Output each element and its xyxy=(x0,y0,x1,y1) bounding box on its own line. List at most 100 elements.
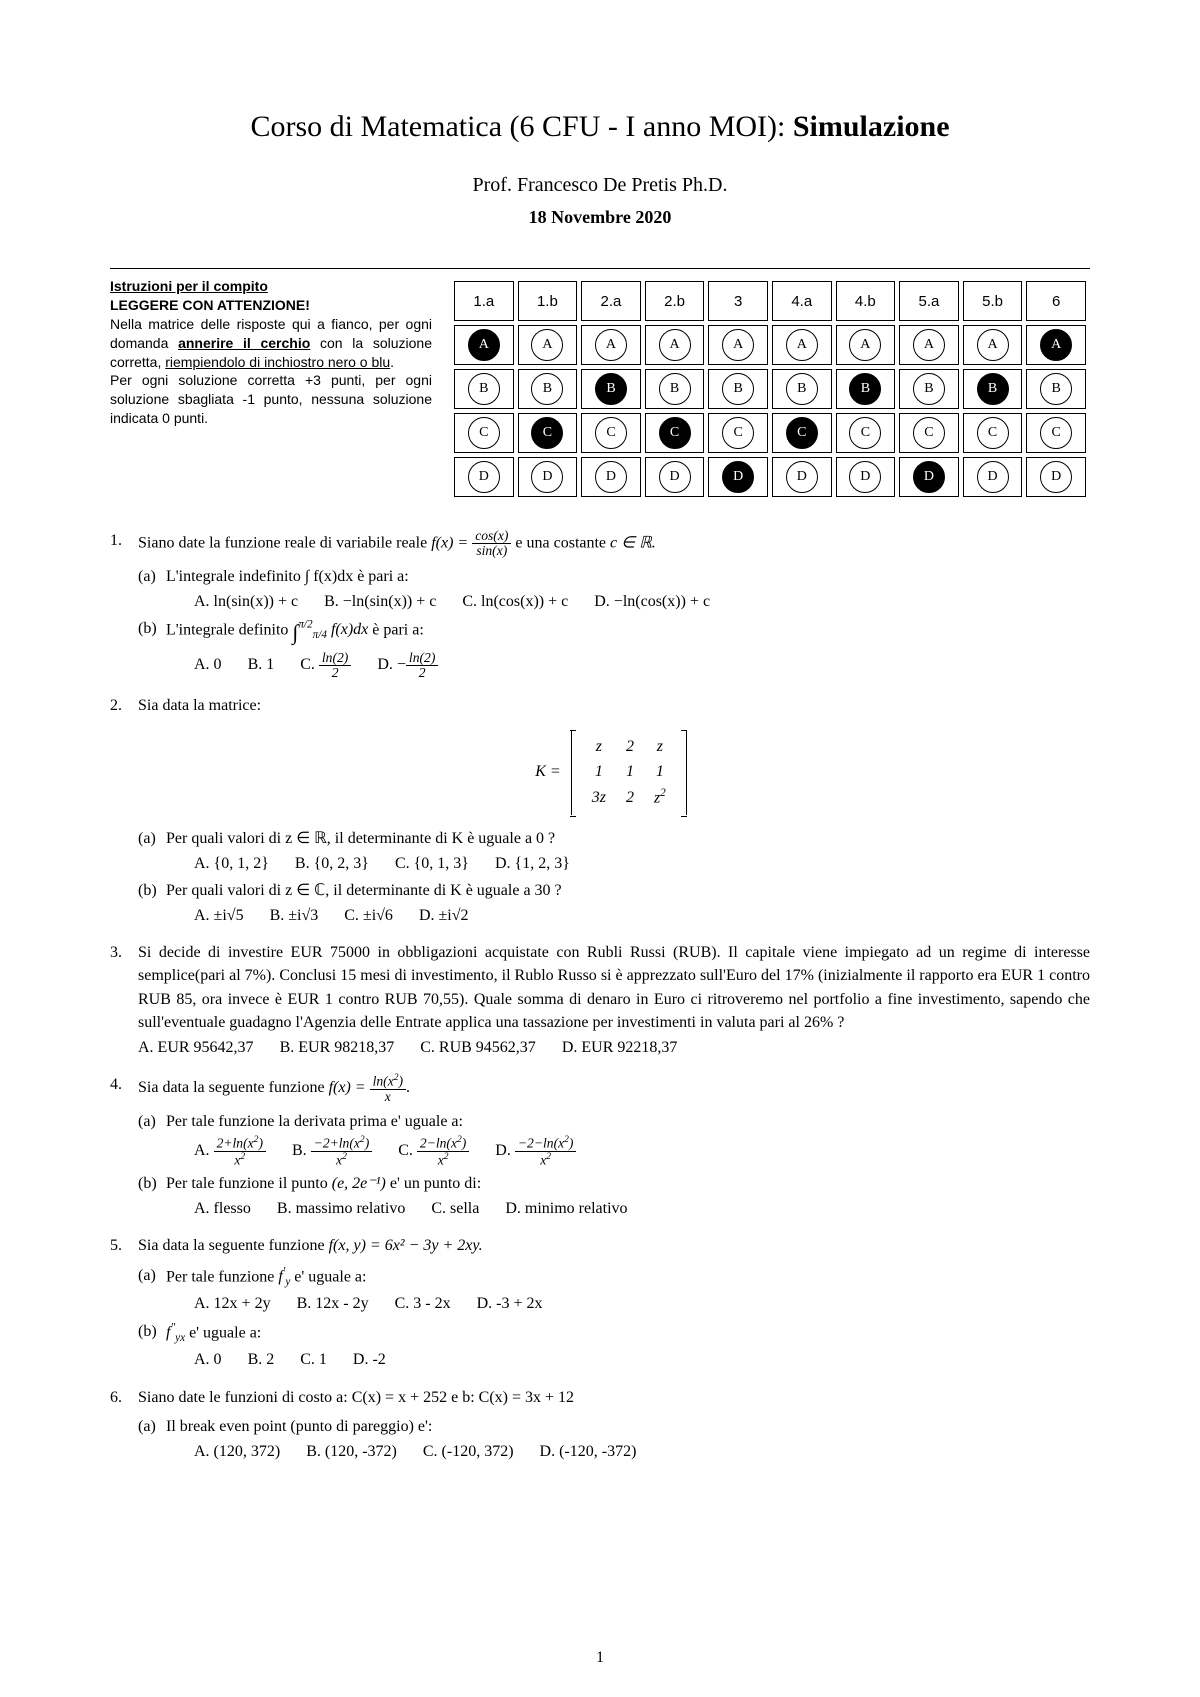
instr-body-b: annerire il cerchio xyxy=(178,335,310,351)
grid-cell: A xyxy=(645,325,705,365)
grid-cell: C xyxy=(1026,413,1086,453)
q4b-opt-a: A. flesso xyxy=(194,1200,251,1217)
grid-col-header: 4.a xyxy=(772,281,832,321)
answer-circle-filled: A xyxy=(468,329,500,361)
answer-circle: D xyxy=(977,461,1009,493)
questions-list: Siano date la funzione reale di variabil… xyxy=(110,529,1090,1463)
q2a-opt-b: B. {0, 2, 3} xyxy=(295,855,369,872)
question-4: Sia data la seguente funzione f(x) = ln(… xyxy=(110,1073,1090,1220)
q5a-sym: f′y xyxy=(278,1268,290,1285)
answer-circle: B xyxy=(659,373,691,405)
answer-grid-wrap: 1.a1.b2.a2.b34.a4.b5.a5.b6 AAAAAAAAAABBB… xyxy=(450,277,1090,501)
q1a-opt-d: D. −ln(cos(x)) + c xyxy=(594,593,710,610)
answer-circle: C xyxy=(595,417,627,449)
q6a-opt-a: A. (120, 372) xyxy=(194,1443,280,1460)
q4a-opt-b: B. −2+ln(x2)x2 xyxy=(292,1142,372,1159)
q6a-opt-d: D. (-120, -372) xyxy=(540,1443,637,1460)
grid-cell: B xyxy=(772,369,832,409)
q1a-opt-a: A. ln(sin(x)) + c xyxy=(194,593,298,610)
grid-col-header: 1.b xyxy=(518,281,578,321)
grid-cell: C xyxy=(518,413,578,453)
grid-cell: D xyxy=(581,457,641,497)
grid-cell: A xyxy=(836,325,896,365)
q2a-opts: A. {0, 1, 2} B. {0, 2, 3} C. {0, 1, 3} D… xyxy=(194,852,1090,875)
answer-circle-filled: D xyxy=(722,461,754,493)
q2-intro: Sia data la matrice: xyxy=(138,697,261,714)
page-title: Corso di Matematica (6 CFU - I anno MOI)… xyxy=(110,110,1090,144)
q5b-opt-d: D. -2 xyxy=(353,1351,386,1368)
grid-cell: C xyxy=(581,413,641,453)
answer-circle-filled: B xyxy=(595,373,627,405)
exam-date: 18 Novembre 2020 xyxy=(110,207,1090,228)
q1b-opt-b: B. 1 xyxy=(248,656,275,673)
grid-cell: A xyxy=(708,325,768,365)
answer-circle: C xyxy=(849,417,881,449)
q5-intro: Sia data la seguente funzione xyxy=(138,1237,329,1254)
grid-cell: A xyxy=(772,325,832,365)
answer-circle-filled: C xyxy=(786,417,818,449)
question-1: Siano date la funzione reale di variabil… xyxy=(110,529,1090,680)
answer-circle: A xyxy=(722,329,754,361)
q6a-opts: A. (120, 372) B. (120, -372) C. (-120, 3… xyxy=(194,1440,1090,1463)
q5a-opt-d: D. -3 + 2x xyxy=(477,1295,543,1312)
q4b-opt-b: B. massimo relativo xyxy=(277,1200,405,1217)
q4b-post: e' un punto di: xyxy=(390,1175,481,1192)
title-bold: Simulazione xyxy=(793,110,950,143)
q2b: Per quali valori di z ∈ ℂ, il determinan… xyxy=(138,879,1090,927)
q2a-opt-d: D. {1, 2, 3} xyxy=(495,855,570,872)
grid-cell: C xyxy=(645,413,705,453)
q4a-text: Per tale funzione la derivata prima e' u… xyxy=(166,1113,463,1130)
answer-circle: C xyxy=(722,417,754,449)
q1a-opts: A. ln(sin(x)) + c B. −ln(sin(x)) + c C. … xyxy=(194,590,1090,613)
grid-cell: D xyxy=(454,457,514,497)
q5a-opt-b: B. 12x - 2y xyxy=(297,1295,369,1312)
grid-cell: B xyxy=(645,369,705,409)
answer-circle: B xyxy=(786,373,818,405)
answer-circle: B xyxy=(1040,373,1072,405)
instructions-box: Istruzioni per il compito LEGGERE CON AT… xyxy=(110,277,432,501)
answer-circle: D xyxy=(1040,461,1072,493)
q5b-opt-c: C. 1 xyxy=(300,1351,327,1368)
grid-cell: B xyxy=(518,369,578,409)
q3-opt-a: A. EUR 95642,37 xyxy=(138,1039,254,1056)
answer-circle: A xyxy=(595,329,627,361)
q1b: L'integrale definito ∫π/2π/4 f(x)dx è pa… xyxy=(138,617,1090,681)
grid-col-header: 5.a xyxy=(899,281,959,321)
top-row: Istruzioni per il compito LEGGERE CON AT… xyxy=(110,268,1090,501)
q5a-opt-c: C. 3 - 2x xyxy=(395,1295,451,1312)
grid-cell: D xyxy=(836,457,896,497)
grid-cell: B xyxy=(581,369,641,409)
q4b-opts: A. flesso B. massimo relativo C. sella D… xyxy=(194,1197,1090,1220)
grid-cell: D xyxy=(899,457,959,497)
grid-cell: D xyxy=(772,457,832,497)
answer-circle: A xyxy=(786,329,818,361)
grid-cell: C xyxy=(899,413,959,453)
grid-cell: D xyxy=(645,457,705,497)
answer-circle: D xyxy=(595,461,627,493)
q1b-post: è pari a: xyxy=(372,621,424,638)
instr-body-d: riempiendolo di inchiostro nero o blu xyxy=(165,354,390,370)
q1-func: f(x) = xyxy=(431,534,472,551)
q1-text-a: Siano date la funzione reale di variabil… xyxy=(138,534,431,551)
answer-circle: B xyxy=(913,373,945,405)
answer-circle-filled: D xyxy=(913,461,945,493)
grid-cell: D xyxy=(1026,457,1086,497)
grid-col-header: 2.a xyxy=(581,281,641,321)
answer-circle: D xyxy=(849,461,881,493)
q4a-opt-d: D. −2−ln(x2)x2 xyxy=(495,1142,576,1159)
q1b-integral: ∫π/2π/4 f(x)dx xyxy=(292,621,368,638)
grid-col-header: 1.a xyxy=(454,281,514,321)
question-6: Siano date le funzioni di costo a: C(x) … xyxy=(110,1386,1090,1464)
q1b-opts: A. 0 B. 1 C. ln(2)2 D. −ln(2)2 xyxy=(194,651,1090,681)
exam-page: Corso di Matematica (6 CFU - I anno MOI)… xyxy=(0,0,1200,1697)
q2-matrix: z2z 111 3z2z2 xyxy=(571,730,687,815)
answer-circle: D xyxy=(786,461,818,493)
answer-circle: A xyxy=(913,329,945,361)
grid-cell: A xyxy=(581,325,641,365)
title-plain: Corso di Matematica (6 CFU - I anno MOI)… xyxy=(250,110,792,143)
answer-circle-filled: B xyxy=(849,373,881,405)
page-number: 1 xyxy=(0,1649,1200,1667)
question-5: Sia data la seguente funzione f(x, y) = … xyxy=(110,1234,1090,1371)
q1-frac: cos(x)sin(x) xyxy=(472,529,511,559)
grid-cell: B xyxy=(963,369,1023,409)
